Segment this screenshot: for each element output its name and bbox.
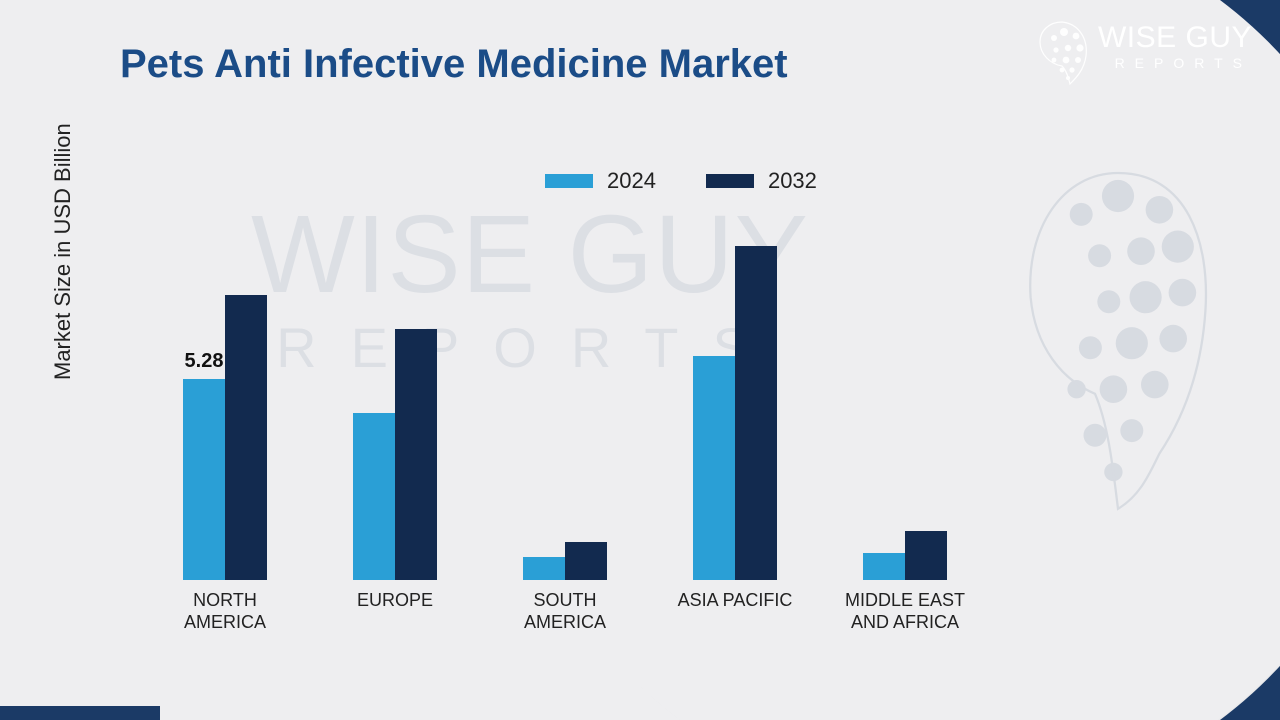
category-label: NORTH AMERICA [155, 590, 295, 633]
category-label: EUROPE [325, 590, 465, 612]
bar-data-label: 5.28 [183, 350, 225, 373]
bar-group: EUROPE [330, 329, 460, 580]
bar-2032 [905, 531, 947, 580]
bar-group: 5.28NORTH AMERICA [160, 295, 290, 580]
bar-group: MIDDLE EAST AND AFRICA [840, 531, 970, 580]
brand-logo: WISE GUY REPORTS [1098, 22, 1252, 70]
legend-label-2032: 2032 [768, 168, 817, 194]
bar-2032 [395, 329, 437, 580]
legend-label-2024: 2024 [607, 168, 656, 194]
category-label: MIDDLE EAST AND AFRICA [835, 590, 975, 633]
chart-canvas: WISE GUY REPORTS Pets Anti Infective Med… [0, 0, 1280, 720]
bar-2032 [225, 295, 267, 580]
bar-chart: 5.28NORTH AMERICA EUROPE SOUTH AMERICA ASIA… [100, 200, 940, 580]
bar-2024 [353, 413, 395, 580]
legend-swatch-2024 [545, 174, 593, 188]
bar-group: SOUTH AMERICA [500, 542, 630, 580]
legend-swatch-2032 [706, 174, 754, 188]
bar-group: ASIA PACIFIC [670, 246, 800, 580]
chart-title: Pets Anti Infective Medicine Market [120, 42, 788, 87]
logo-head-icon [1022, 18, 1092, 88]
bar-2032 [565, 542, 607, 580]
bar-2024 [183, 379, 225, 580]
accent-bar [0, 706, 160, 720]
legend-item-2024: 2024 [545, 168, 656, 194]
legend: 2024 2032 [545, 168, 817, 194]
category-label: ASIA PACIFIC [665, 590, 805, 612]
legend-item-2032: 2032 [706, 168, 817, 194]
brand-line1: WISE GUY [1098, 22, 1252, 54]
bar-2032 [735, 246, 777, 580]
y-axis-label: Market Size in USD Billion [50, 123, 76, 380]
brand-line2: REPORTS [1098, 56, 1252, 71]
bar-2024 [523, 557, 565, 580]
bar-2024 [693, 356, 735, 580]
bar-2024 [863, 553, 905, 580]
category-label: SOUTH AMERICA [495, 590, 635, 633]
